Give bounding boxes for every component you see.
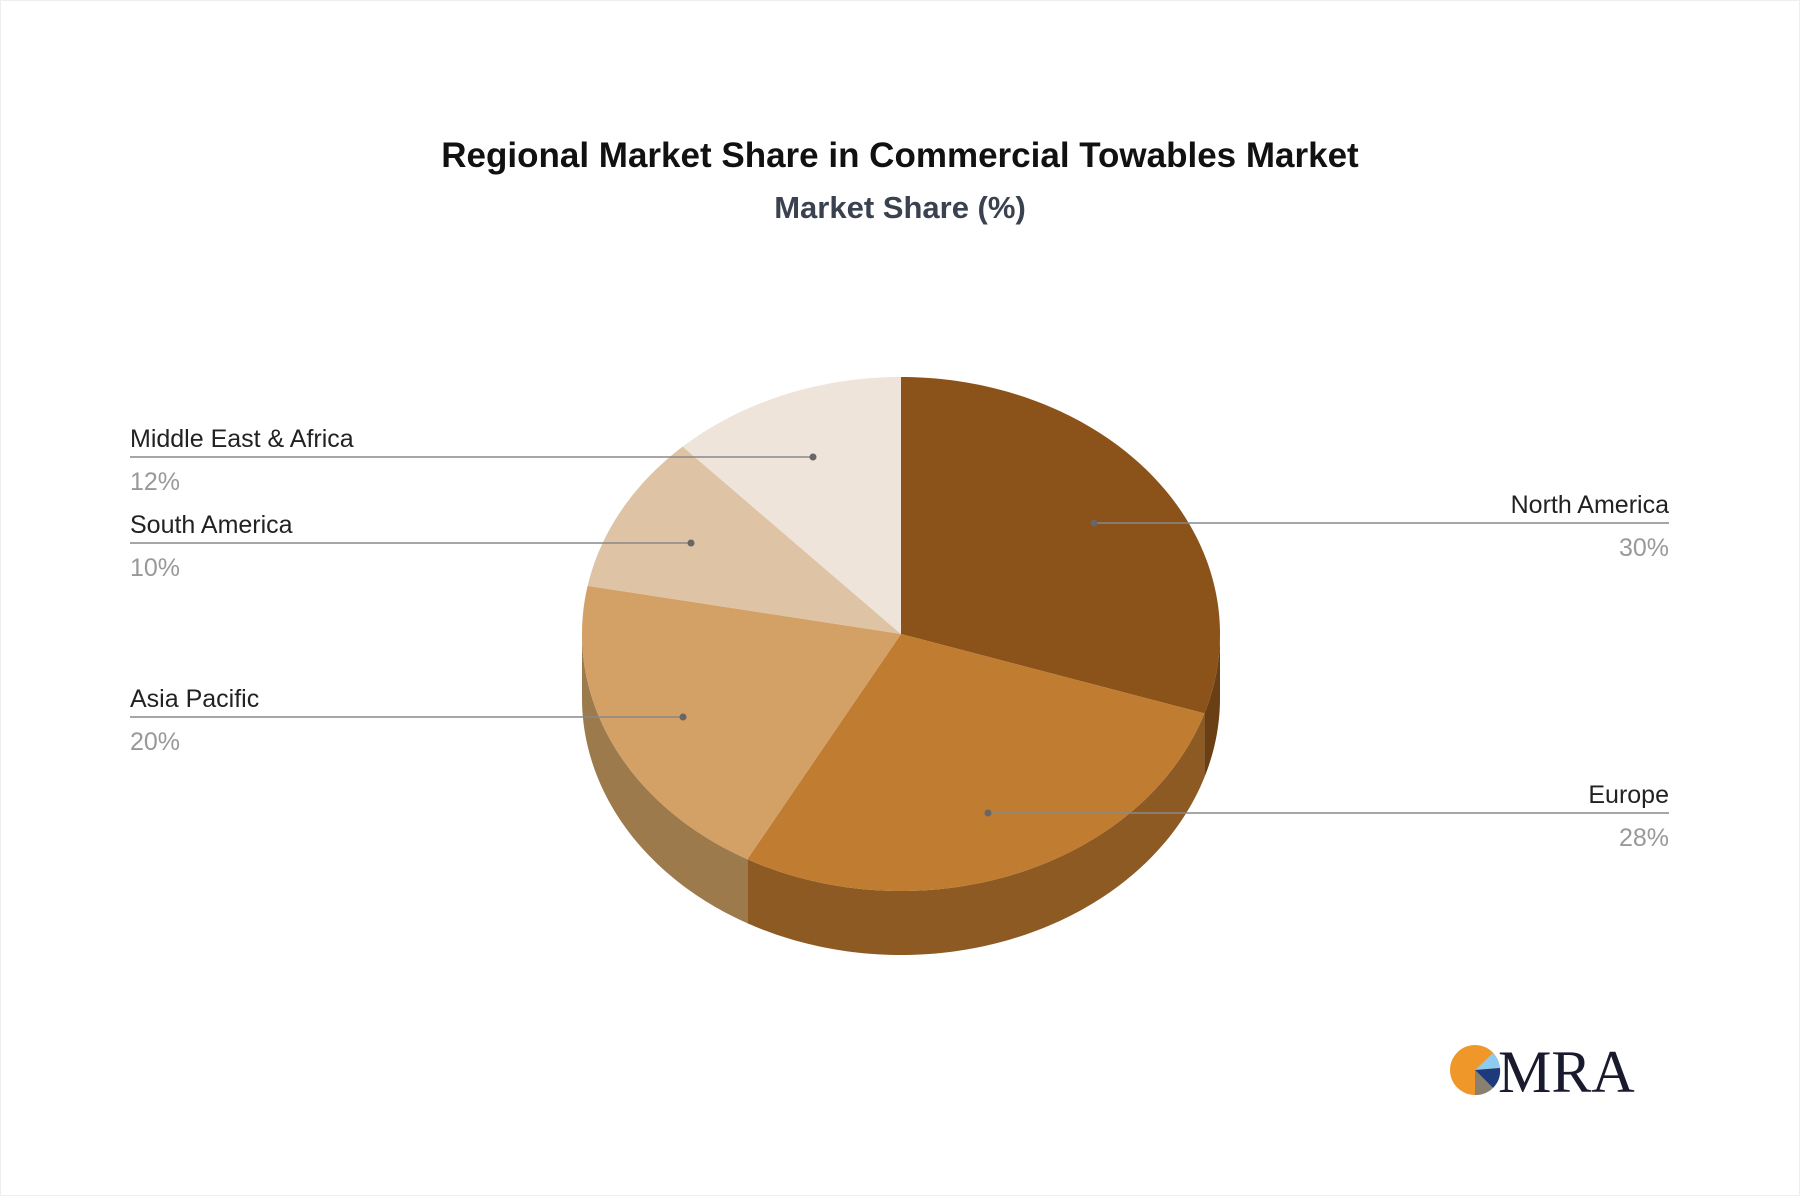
slice-value-label: 20%: [130, 728, 180, 756]
slice-label: Middle East & Africa: [130, 425, 354, 453]
slice-value-label: 12%: [130, 468, 180, 496]
slice-value-label: 10%: [130, 554, 180, 582]
pie-side-1: [747, 713, 1205, 955]
pie-slice[interactable]: [582, 585, 901, 860]
slice-label: South America: [130, 511, 293, 539]
svg-text:MRA: MRA: [1498, 1040, 1635, 1100]
slice-label: Asia Pacific: [130, 685, 259, 713]
slice-value-label: 30%: [1619, 534, 1669, 562]
mra-logo: MRA: [1450, 1040, 1635, 1100]
pie-slice[interactable]: [682, 377, 901, 634]
pie-slice[interactable]: [587, 446, 901, 634]
slice-value-label: 28%: [1619, 824, 1669, 852]
chart-subtitle: Market Share (%): [774, 190, 1026, 225]
slice-label: North America: [1511, 491, 1669, 519]
pie-slice[interactable]: [747, 634, 1205, 891]
leader-dot: [679, 713, 687, 721]
pie-side-2: [582, 634, 748, 924]
leader-dot: [809, 453, 817, 461]
leader-dot: [1090, 519, 1098, 527]
leader-dot: [984, 809, 992, 817]
leader-dot: [687, 539, 695, 547]
pie-side-0: [1204, 634, 1220, 778]
slice-label: Europe: [1588, 781, 1669, 809]
pie-slice[interactable]: [901, 377, 1220, 714]
chart-title: Regional Market Share in Commercial Towa…: [441, 136, 1359, 175]
